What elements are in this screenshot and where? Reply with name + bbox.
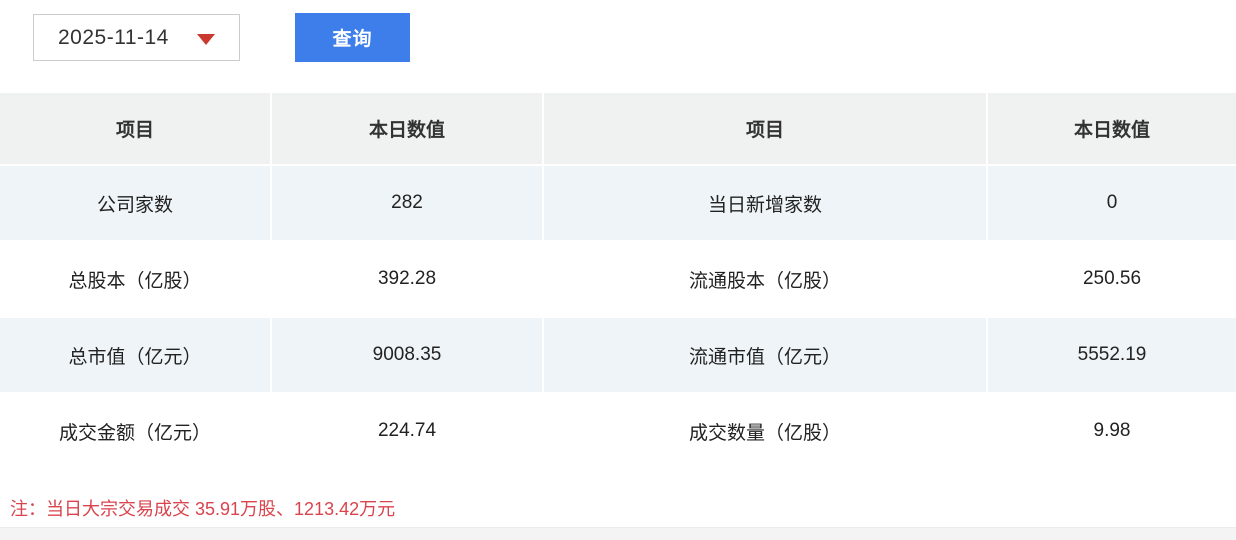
- date-select-value: 2025-11-14: [58, 25, 169, 49]
- value-cell: 5552.19: [988, 318, 1236, 394]
- stats-table: 项目 本日数值 项目 本日数值 公司家数 282 当日新增家数 0 总股本（亿股…: [0, 93, 1236, 470]
- item-label-cell: 总股本（亿股）: [0, 242, 272, 318]
- value-cell: 0: [988, 166, 1236, 242]
- item-label-cell: 公司家数: [0, 166, 272, 242]
- table-header-row: 项目 本日数值 项目 本日数值: [0, 93, 1236, 166]
- table-row: 公司家数 282 当日新增家数 0: [0, 166, 1236, 242]
- item-label-cell: 流通市值（亿元）: [544, 318, 988, 394]
- next-section-header-strip: [0, 527, 1236, 540]
- chevron-down-icon: [196, 33, 215, 45]
- toolbar: 2025-11-14 查询: [0, 0, 1236, 62]
- query-button[interactable]: 查询: [295, 13, 410, 62]
- item-label-cell: 流通股本（亿股）: [544, 242, 988, 318]
- item-label-cell: 当日新增家数: [544, 166, 988, 242]
- table-row: 成交金额（亿元） 224.74 成交数量（亿股） 9.98: [0, 394, 1236, 470]
- date-select[interactable]: 2025-11-14: [33, 14, 240, 61]
- value-cell: 224.74: [272, 394, 544, 470]
- value-cell: 9008.35: [272, 318, 544, 394]
- value-cell: 392.28: [272, 242, 544, 318]
- item-label-cell: 总市值（亿元）: [0, 318, 272, 394]
- value-cell: 282: [272, 166, 544, 242]
- item-label-cell: 成交数量（亿股）: [544, 394, 988, 470]
- value-cell: 250.56: [988, 242, 1236, 318]
- item-label-cell: 成交金额（亿元）: [0, 394, 272, 470]
- table-row: 总市值（亿元） 9008.35 流通市值（亿元） 5552.19: [0, 318, 1236, 394]
- header-item-right: 项目: [544, 93, 988, 166]
- header-value-right: 本日数值: [988, 93, 1236, 166]
- header-value-left: 本日数值: [272, 93, 544, 166]
- value-cell: 9.98: [988, 394, 1236, 470]
- header-item-left: 项目: [0, 93, 272, 166]
- block-trade-note: 注：当日大宗交易成交 35.91万股、1213.42万元: [10, 499, 396, 519]
- table-row: 总股本（亿股） 392.28 流通股本（亿股） 250.56: [0, 242, 1236, 318]
